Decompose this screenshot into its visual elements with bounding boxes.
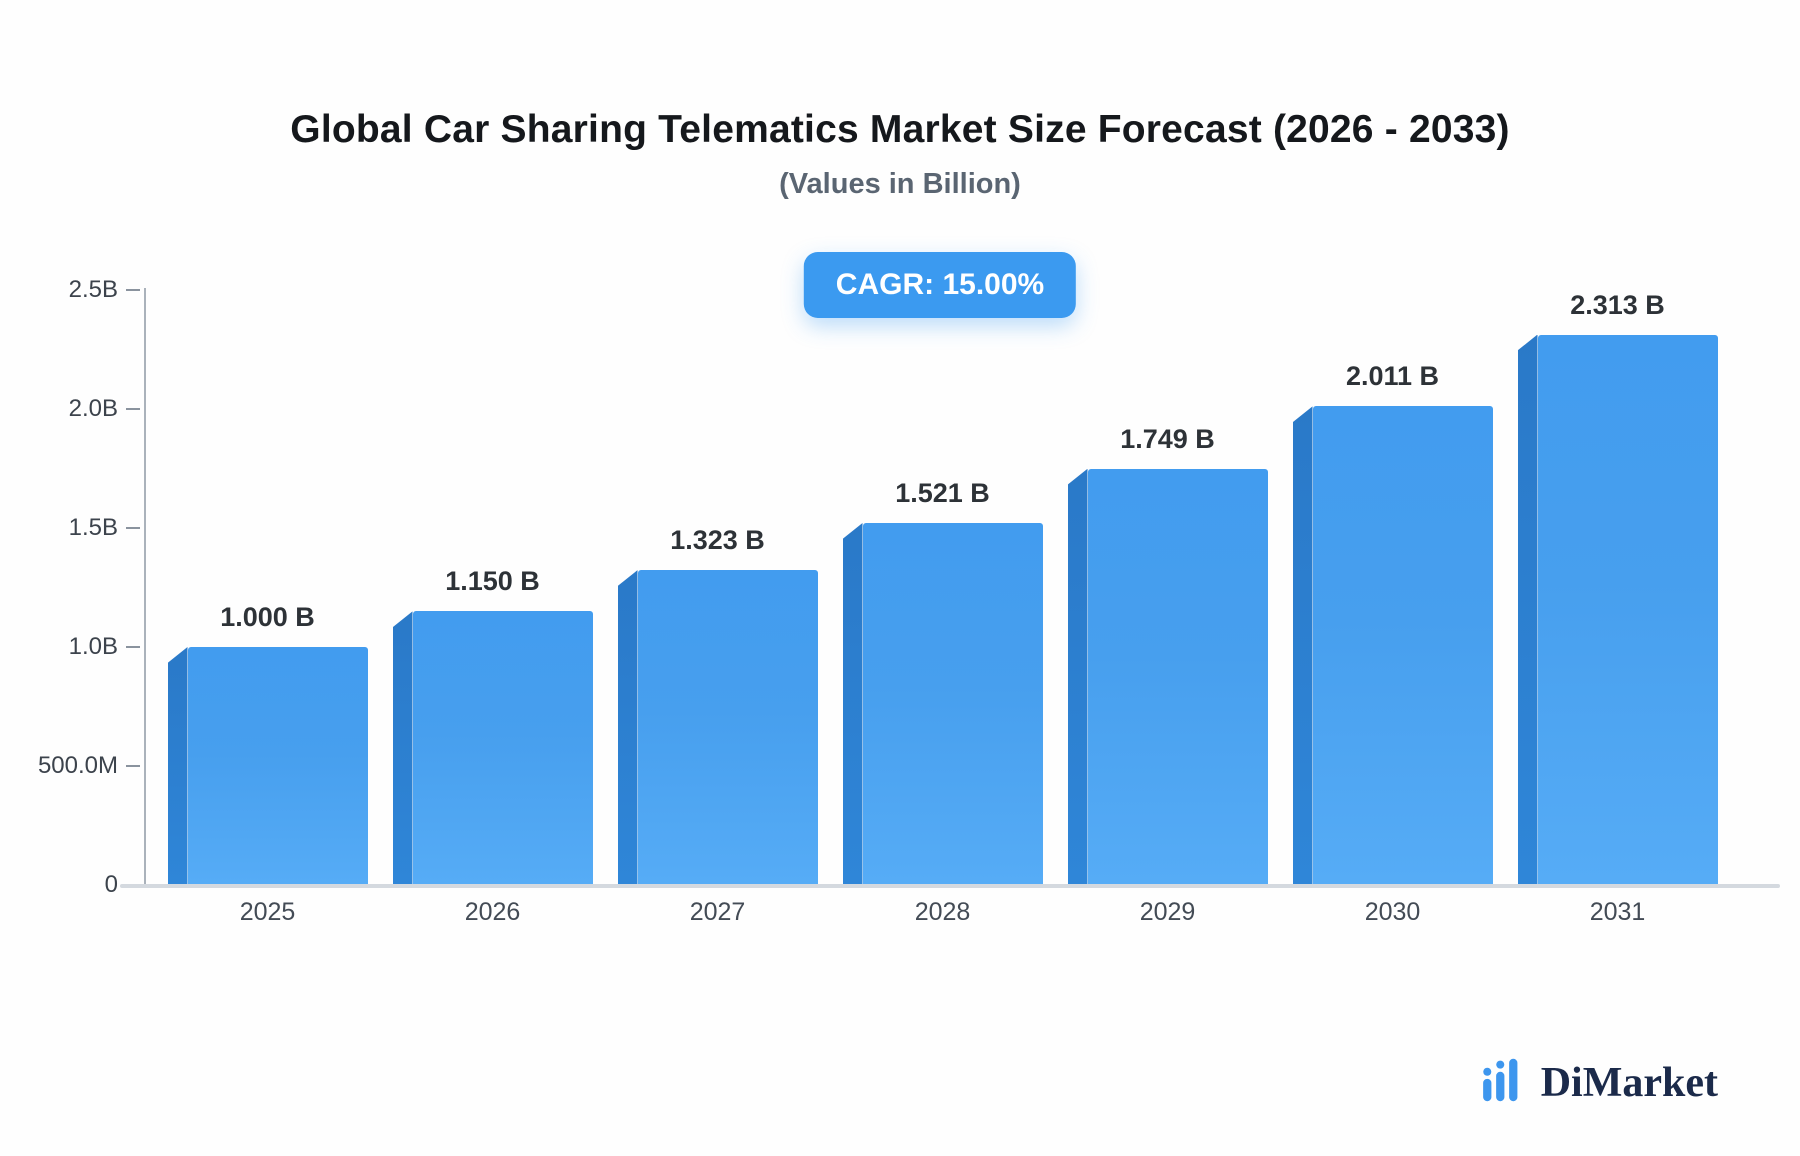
cagr-badge: CAGR: 15.00% [803, 252, 1077, 318]
bar-face [1537, 334, 1718, 885]
x-tick-label: 2030 [1364, 898, 1421, 926]
y-tick-label: 500.0M [37, 752, 118, 779]
x-tick-label: 2029 [1139, 898, 1196, 926]
bar-slot: 2.313 B [1505, 290, 1730, 885]
y-tick-mark [126, 527, 140, 529]
bar [392, 611, 593, 885]
x-tick-label: 2028 [914, 898, 971, 926]
bar-side [1517, 334, 1538, 885]
y-tick-mark [126, 646, 140, 648]
bar-slot: 1.323 B [605, 290, 830, 885]
bar-slot: 1.749 B [1055, 290, 1280, 885]
y-tick-mark [126, 765, 140, 767]
bar-slot: 1.000 B [155, 290, 380, 885]
bar-value-label: 1.000 B [220, 602, 315, 632]
bar [617, 570, 818, 885]
bar-face [637, 570, 818, 885]
bar-value-label: 1.749 B [1120, 423, 1215, 454]
y-axis-line [144, 288, 146, 885]
y-tick-label: 0 [104, 871, 118, 898]
bar-side [392, 611, 413, 885]
x-axis-line [120, 884, 1780, 888]
bar-face [1312, 406, 1493, 885]
y-tick-mark [126, 289, 140, 291]
bar-side [617, 570, 638, 885]
y-tick-label: 1.5B [68, 514, 118, 541]
bar-slot: 1.150 B [380, 290, 605, 885]
bar-slot: 2.011 B [1280, 290, 1505, 885]
y-tick-mark [126, 408, 140, 410]
y-tick-label: 1.0B [68, 633, 118, 660]
bar-side [167, 647, 188, 885]
mini-bar-chart-icon [1482, 1058, 1518, 1102]
bar [842, 523, 1043, 885]
bar-value-label: 1.150 B [445, 566, 540, 597]
bar-slot: 1.521 B [830, 290, 1055, 885]
x-tick-label: 2026 [464, 898, 521, 926]
plot-area: 1.000 B 1.150 B 1.323 B 1.521 B 1.749 B 2.011… [155, 290, 1730, 885]
bar-value-label: 2.313 B [1570, 289, 1665, 320]
bar-face [412, 611, 593, 885]
bar [1067, 468, 1268, 885]
x-tick-label: 2027 [689, 898, 746, 926]
bar-side [1292, 406, 1313, 885]
logo: DiMarket [1479, 1056, 1718, 1104]
bar [1517, 334, 1718, 885]
y-tick-label: 2.0B [68, 395, 118, 422]
bar-face [1087, 468, 1268, 885]
bar-value-label: 1.521 B [895, 478, 990, 509]
bar-side [1067, 468, 1088, 885]
x-tick-label: 2025 [239, 898, 296, 926]
y-tick-label: 2.5B [68, 276, 118, 303]
y-axis: 2.5B 2.0B 1.5B 1.0B 500.0M 0 [0, 276, 144, 898]
bar-face [187, 647, 368, 885]
chart-subtitle: (Values in Billion) [779, 168, 1021, 200]
bar [1292, 406, 1493, 885]
bar [167, 647, 368, 885]
x-axis-labels: 2025 2026 2027 2028 2029 2030 2031 [155, 898, 1730, 927]
logo-text: DiMarket [1540, 1060, 1718, 1106]
bar-value-label: 1.323 B [670, 525, 765, 556]
x-tick-label: 2031 [1589, 898, 1646, 926]
bar-side [842, 523, 863, 885]
bar-face [862, 523, 1043, 885]
chart-title: Global Car Sharing Telematics Market Siz… [290, 108, 1510, 151]
bar-value-label: 2.011 B [1345, 361, 1440, 392]
